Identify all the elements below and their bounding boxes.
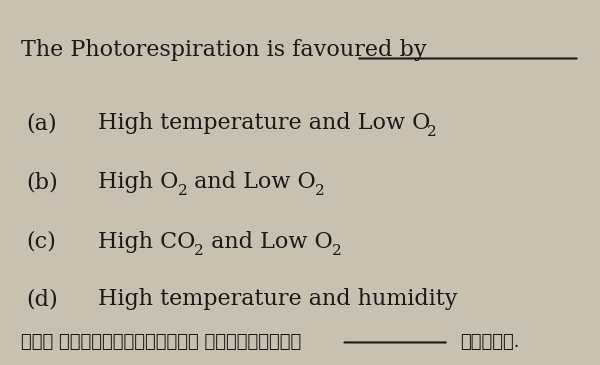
Text: and Low O: and Low O — [187, 172, 316, 193]
Text: High temperature and Low O: High temperature and Low O — [98, 112, 430, 134]
Text: ஆகும்.: ஆகும். — [461, 334, 520, 351]
Text: 2: 2 — [315, 184, 325, 199]
Text: High temperature and humidity: High temperature and humidity — [98, 288, 457, 310]
Text: 2: 2 — [332, 244, 341, 258]
Text: High O: High O — [98, 172, 178, 193]
Text: The Photorespiration is favoured by: The Photorespiration is favoured by — [20, 38, 426, 61]
Text: 2: 2 — [194, 244, 204, 258]
Text: High CO: High CO — [98, 231, 195, 253]
Text: 2: 2 — [178, 184, 187, 199]
Text: (c): (c) — [26, 231, 56, 253]
Text: 2: 2 — [427, 125, 437, 139]
Text: (a): (a) — [26, 112, 57, 134]
Text: (d): (d) — [26, 288, 58, 310]
Text: (b): (b) — [26, 172, 58, 193]
Text: and Low O: and Low O — [204, 231, 333, 253]
Text: ஒளி சுவாசத்திற்கு காரணமானது: ஒளி சுவாசத்திற்கு காரணமானது — [20, 334, 301, 351]
